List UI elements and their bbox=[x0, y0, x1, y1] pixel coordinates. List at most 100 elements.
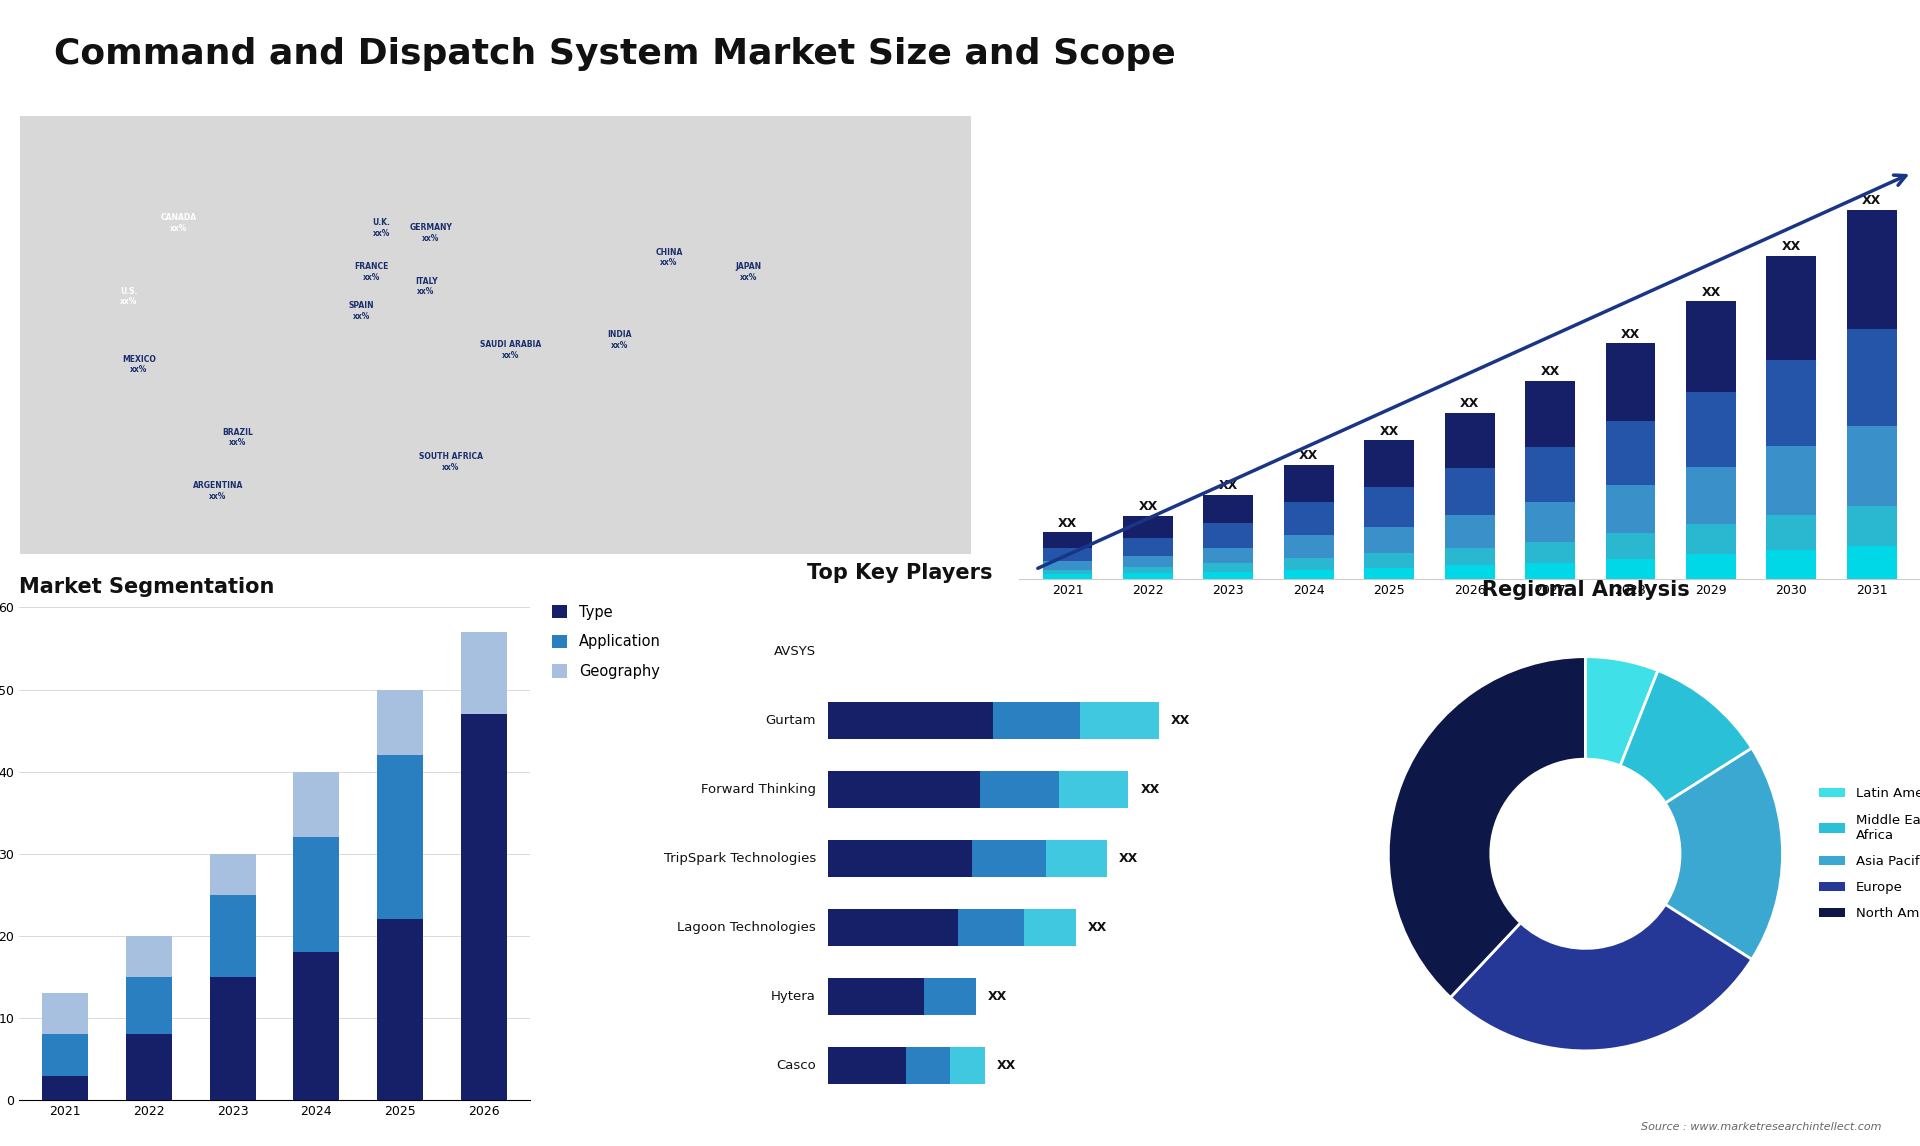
Text: XX: XX bbox=[1459, 398, 1478, 410]
FancyBboxPatch shape bbox=[828, 702, 993, 739]
Bar bbox=[1365, 567, 1415, 579]
Bar bbox=[1766, 446, 1816, 515]
Wedge shape bbox=[1450, 904, 1751, 1051]
Text: Casco: Casco bbox=[776, 1059, 816, 1073]
Text: XX: XX bbox=[1219, 479, 1238, 492]
Bar bbox=[1847, 329, 1897, 426]
Bar bbox=[1043, 574, 1092, 579]
FancyBboxPatch shape bbox=[981, 771, 1058, 808]
FancyBboxPatch shape bbox=[1058, 771, 1129, 808]
Text: XX: XX bbox=[1540, 366, 1559, 378]
Text: XX: XX bbox=[1171, 714, 1190, 728]
Bar bbox=[1605, 559, 1655, 579]
Bar bbox=[1284, 557, 1334, 570]
Bar bbox=[376, 690, 422, 755]
Text: Source : www.marketresearchintellect.com: Source : www.marketresearchintellect.com bbox=[1642, 1122, 1882, 1132]
Text: Top Key Players: Top Key Players bbox=[806, 563, 993, 582]
Bar bbox=[1444, 565, 1494, 579]
Text: Lagoon Technologies: Lagoon Technologies bbox=[678, 921, 816, 934]
Bar bbox=[1444, 469, 1494, 515]
Text: XX: XX bbox=[1862, 194, 1882, 207]
Bar bbox=[461, 633, 507, 714]
Bar bbox=[1043, 562, 1092, 570]
Text: AVSYS: AVSYS bbox=[774, 645, 816, 658]
Text: GERMANY
xx%: GERMANY xx% bbox=[409, 223, 453, 243]
Bar bbox=[42, 1075, 88, 1100]
Bar bbox=[1365, 487, 1415, 527]
Bar bbox=[1123, 567, 1173, 573]
Bar bbox=[1284, 465, 1334, 502]
Bar bbox=[1524, 380, 1574, 447]
Text: Hytera: Hytera bbox=[772, 990, 816, 1003]
Wedge shape bbox=[1665, 748, 1782, 959]
Text: XX: XX bbox=[996, 1059, 1016, 1073]
Bar bbox=[1444, 548, 1494, 565]
Bar bbox=[294, 952, 340, 1100]
Text: TripSpark Technologies: TripSpark Technologies bbox=[664, 853, 816, 865]
Wedge shape bbox=[1586, 657, 1659, 766]
Bar bbox=[1847, 426, 1897, 505]
FancyBboxPatch shape bbox=[19, 116, 972, 555]
Text: Command and Dispatch System Market Size and Scope: Command and Dispatch System Market Size … bbox=[54, 37, 1175, 71]
Text: INDIA
xx%: INDIA xx% bbox=[607, 330, 632, 350]
Text: SAUDI ARABIA
xx%: SAUDI ARABIA xx% bbox=[480, 340, 541, 360]
Bar bbox=[1204, 524, 1254, 548]
Bar bbox=[1524, 542, 1574, 564]
Bar bbox=[1847, 545, 1897, 579]
Legend: Type, Application, Geography: Type, Application, Geography bbox=[553, 605, 660, 678]
Bar bbox=[1766, 550, 1816, 579]
FancyBboxPatch shape bbox=[1081, 702, 1160, 739]
Bar bbox=[209, 976, 255, 1100]
Text: XX: XX bbox=[1620, 328, 1640, 340]
Bar bbox=[1444, 515, 1494, 548]
Title: Regional Analysis: Regional Analysis bbox=[1482, 580, 1690, 601]
FancyBboxPatch shape bbox=[1046, 840, 1106, 877]
Bar bbox=[1365, 554, 1415, 567]
Bar bbox=[1847, 210, 1897, 329]
Legend: Latin America, Middle East &
Africa, Asia Pacific, Europe, North America: Latin America, Middle East & Africa, Asi… bbox=[1814, 782, 1920, 926]
Bar bbox=[1204, 495, 1254, 524]
Bar bbox=[1605, 421, 1655, 485]
Bar bbox=[1686, 466, 1736, 525]
Bar bbox=[1766, 515, 1816, 550]
Bar bbox=[127, 976, 173, 1035]
Text: Gurtam: Gurtam bbox=[766, 714, 816, 728]
Text: Forward Thinking: Forward Thinking bbox=[701, 783, 816, 796]
Bar bbox=[1686, 525, 1736, 555]
FancyBboxPatch shape bbox=[1023, 909, 1075, 947]
Bar bbox=[209, 895, 255, 976]
Bar bbox=[1284, 502, 1334, 535]
Text: FRANCE
xx%: FRANCE xx% bbox=[355, 262, 388, 282]
Bar bbox=[1444, 413, 1494, 469]
Bar bbox=[1204, 548, 1254, 564]
Bar bbox=[1043, 548, 1092, 562]
Bar bbox=[1686, 555, 1736, 579]
FancyBboxPatch shape bbox=[993, 702, 1081, 739]
Bar bbox=[1365, 527, 1415, 554]
Text: CHINA
xx%: CHINA xx% bbox=[655, 248, 682, 267]
Bar bbox=[127, 936, 173, 976]
Text: CANADA
xx%: CANADA xx% bbox=[159, 213, 196, 233]
Bar bbox=[1524, 502, 1574, 542]
Text: JAPAN
xx%: JAPAN xx% bbox=[735, 262, 760, 282]
Bar bbox=[1123, 556, 1173, 567]
FancyBboxPatch shape bbox=[924, 979, 975, 1015]
Text: XX: XX bbox=[1782, 241, 1801, 253]
Text: XX: XX bbox=[1140, 783, 1160, 796]
Bar bbox=[1766, 257, 1816, 360]
Bar bbox=[294, 771, 340, 838]
Text: SPAIN
xx%: SPAIN xx% bbox=[349, 301, 374, 321]
Bar bbox=[1365, 440, 1415, 487]
Bar bbox=[1766, 360, 1816, 446]
Bar bbox=[1204, 572, 1254, 579]
FancyBboxPatch shape bbox=[828, 909, 958, 947]
Bar bbox=[1524, 564, 1574, 579]
Text: XX: XX bbox=[1119, 853, 1139, 865]
FancyBboxPatch shape bbox=[972, 840, 1046, 877]
Text: XX: XX bbox=[989, 990, 1008, 1003]
Text: BRAZIL
xx%: BRAZIL xx% bbox=[223, 427, 253, 447]
Wedge shape bbox=[1388, 657, 1586, 997]
FancyBboxPatch shape bbox=[828, 979, 924, 1015]
Text: XX: XX bbox=[1058, 517, 1077, 529]
Bar bbox=[1605, 533, 1655, 559]
